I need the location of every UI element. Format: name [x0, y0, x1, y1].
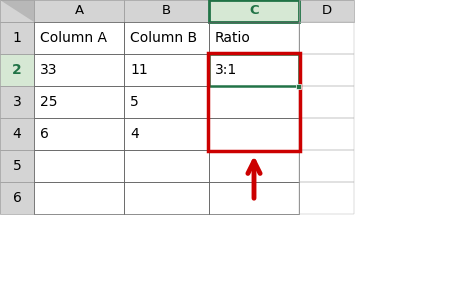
- Bar: [34, 118, 124, 150]
- Bar: [209, 86, 299, 118]
- Bar: [0, 22, 34, 54]
- Text: 5: 5: [13, 159, 21, 173]
- Bar: [299, 150, 354, 182]
- Bar: [299, 150, 354, 182]
- Bar: [34, 54, 124, 86]
- Bar: [34, 182, 124, 214]
- Text: 1: 1: [13, 31, 21, 45]
- Bar: [209, 118, 299, 150]
- Bar: [124, 86, 209, 118]
- Bar: [209, 0, 299, 22]
- Polygon shape: [0, 0, 34, 22]
- Bar: [299, 86, 354, 118]
- Bar: [299, 182, 354, 214]
- Text: A: A: [74, 5, 83, 18]
- Bar: [34, 182, 124, 214]
- Bar: [0, 54, 34, 86]
- Bar: [209, 118, 299, 150]
- Bar: [0, 22, 34, 54]
- Bar: [209, 182, 299, 214]
- Text: 11: 11: [130, 63, 148, 77]
- Bar: [124, 0, 209, 22]
- Bar: [124, 182, 209, 214]
- Bar: [0, 0, 34, 22]
- Bar: [124, 118, 209, 150]
- Text: 6: 6: [13, 191, 21, 205]
- Bar: [209, 54, 299, 86]
- Text: 4: 4: [13, 127, 21, 141]
- Bar: [124, 150, 209, 182]
- Bar: [124, 54, 209, 86]
- Bar: [299, 0, 354, 22]
- Text: B: B: [162, 5, 171, 18]
- Bar: [0, 150, 34, 182]
- Bar: [34, 86, 124, 118]
- Bar: [34, 22, 124, 54]
- Bar: [209, 86, 299, 118]
- Text: 3: 3: [13, 95, 21, 109]
- Bar: [34, 150, 124, 182]
- Bar: [0, 86, 34, 118]
- Bar: [209, 54, 299, 86]
- Bar: [0, 182, 34, 214]
- Bar: [209, 150, 299, 182]
- Bar: [209, 54, 299, 86]
- Bar: [209, 22, 299, 54]
- Text: 5: 5: [130, 95, 139, 109]
- Bar: [34, 54, 124, 86]
- Bar: [299, 118, 354, 150]
- Bar: [34, 150, 124, 182]
- Bar: [299, 54, 354, 86]
- Bar: [209, 0, 299, 22]
- Bar: [124, 182, 209, 214]
- Bar: [299, 0, 354, 22]
- Bar: [34, 0, 124, 22]
- Bar: [0, 86, 34, 118]
- Bar: [34, 0, 124, 22]
- Text: C: C: [249, 5, 259, 18]
- Bar: [0, 0, 34, 22]
- Bar: [0, 54, 34, 86]
- Bar: [124, 118, 209, 150]
- Bar: [124, 22, 209, 54]
- Text: 2: 2: [12, 63, 22, 77]
- Bar: [299, 54, 354, 86]
- Bar: [299, 182, 354, 214]
- Bar: [209, 0, 299, 22]
- Bar: [0, 118, 34, 150]
- Text: 25: 25: [40, 95, 57, 109]
- Bar: [299, 118, 354, 150]
- Text: 4: 4: [130, 127, 139, 141]
- Text: Column A: Column A: [40, 31, 107, 45]
- Bar: [124, 22, 209, 54]
- Bar: [209, 150, 299, 182]
- Text: 33: 33: [40, 63, 57, 77]
- Bar: [124, 150, 209, 182]
- Bar: [124, 0, 209, 22]
- Bar: [0, 118, 34, 150]
- Text: 3:1: 3:1: [215, 63, 237, 77]
- Bar: [297, 83, 301, 89]
- Bar: [124, 86, 209, 118]
- Bar: [208, 53, 300, 151]
- Bar: [34, 118, 124, 150]
- Text: Column B: Column B: [130, 31, 197, 45]
- Bar: [299, 86, 354, 118]
- Text: 6: 6: [40, 127, 49, 141]
- Bar: [209, 182, 299, 214]
- Text: D: D: [321, 5, 331, 18]
- Bar: [34, 22, 124, 54]
- Bar: [299, 22, 354, 54]
- Text: Ratio: Ratio: [215, 31, 251, 45]
- Bar: [209, 22, 299, 54]
- Bar: [0, 182, 34, 214]
- Bar: [34, 86, 124, 118]
- Bar: [124, 54, 209, 86]
- Bar: [299, 22, 354, 54]
- Bar: [0, 150, 34, 182]
